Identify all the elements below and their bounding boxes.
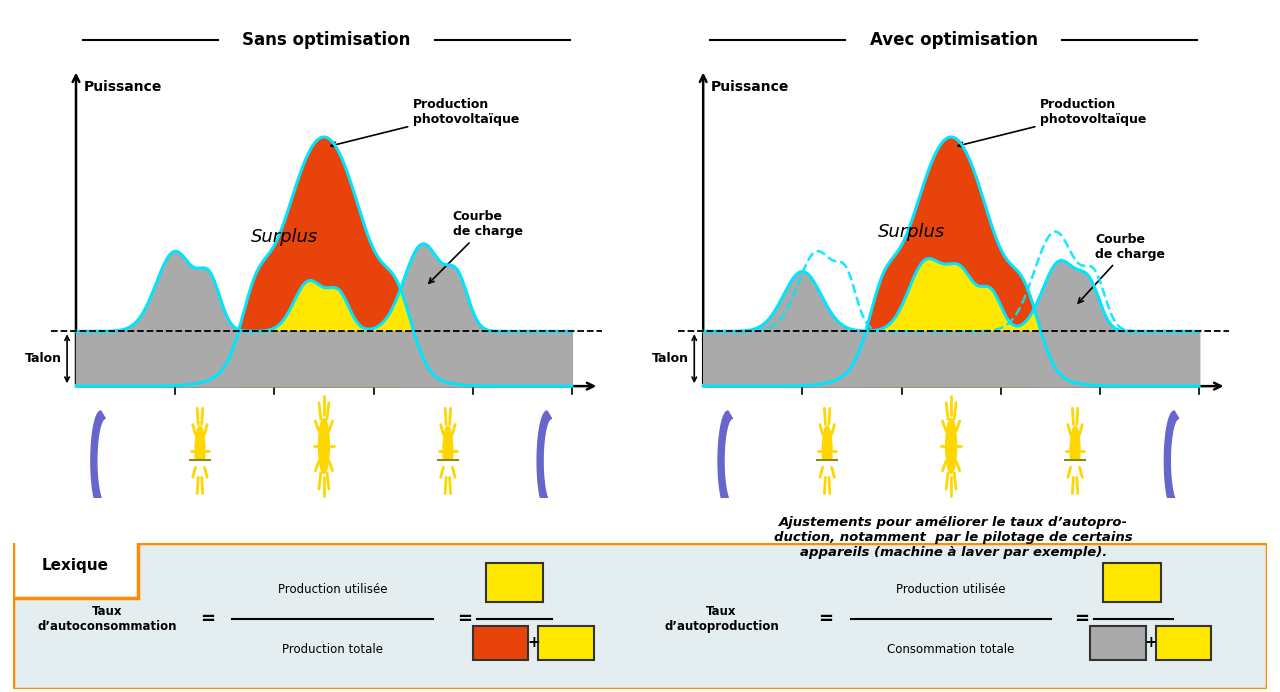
Text: =: = [1074, 610, 1089, 628]
Text: Puissance: Puissance [83, 80, 161, 93]
Text: Talon: Talon [653, 352, 690, 365]
Text: Avec optimisation: Avec optimisation [869, 31, 1038, 49]
Text: Taux
d’autoconsommation: Taux d’autoconsommation [37, 605, 177, 632]
FancyBboxPatch shape [485, 563, 544, 602]
Circle shape [443, 426, 453, 475]
FancyBboxPatch shape [474, 626, 529, 660]
Text: Puissance: Puissance [710, 80, 788, 93]
Text: Production
photovoltaïque: Production photovoltaïque [332, 98, 520, 147]
Circle shape [319, 419, 329, 473]
Text: +: + [527, 635, 540, 650]
Polygon shape [91, 411, 105, 511]
Text: =: = [457, 610, 472, 628]
Circle shape [1070, 426, 1080, 475]
FancyBboxPatch shape [539, 626, 594, 660]
Text: =: = [818, 610, 833, 628]
Text: =: = [200, 610, 215, 628]
Text: Production utilisée: Production utilisée [278, 583, 388, 597]
Polygon shape [718, 411, 732, 511]
Text: Lexique: Lexique [42, 558, 109, 573]
Circle shape [195, 426, 205, 475]
Text: Taux
d’autoproduction: Taux d’autoproduction [664, 605, 780, 632]
Text: Production
photovoltaïque: Production photovoltaïque [959, 98, 1147, 147]
Text: Courbe
de charge: Courbe de charge [1078, 233, 1165, 303]
FancyBboxPatch shape [1103, 563, 1161, 602]
FancyBboxPatch shape [13, 543, 1267, 689]
Text: Production utilisée: Production utilisée [896, 583, 1006, 597]
Text: Ajustements pour améliorer le taux d’autopro-
duction, notamment  par le pilotag: Ajustements pour améliorer le taux d’aut… [774, 516, 1133, 558]
Text: Surplus: Surplus [878, 223, 945, 241]
FancyBboxPatch shape [1156, 626, 1211, 660]
Text: +: + [1144, 635, 1157, 650]
FancyBboxPatch shape [1091, 626, 1146, 660]
FancyBboxPatch shape [13, 534, 138, 599]
Polygon shape [538, 411, 552, 511]
Text: Production totale: Production totale [282, 643, 383, 656]
Text: Consommation totale: Consommation totale [887, 643, 1015, 656]
Text: Talon: Talon [26, 352, 63, 365]
Text: Surplus: Surplus [251, 228, 317, 246]
Circle shape [822, 426, 832, 475]
Polygon shape [1165, 411, 1179, 511]
Text: Courbe
de charge: Courbe de charge [429, 210, 522, 283]
Circle shape [946, 419, 956, 473]
Text: Sans optimisation: Sans optimisation [242, 31, 411, 49]
